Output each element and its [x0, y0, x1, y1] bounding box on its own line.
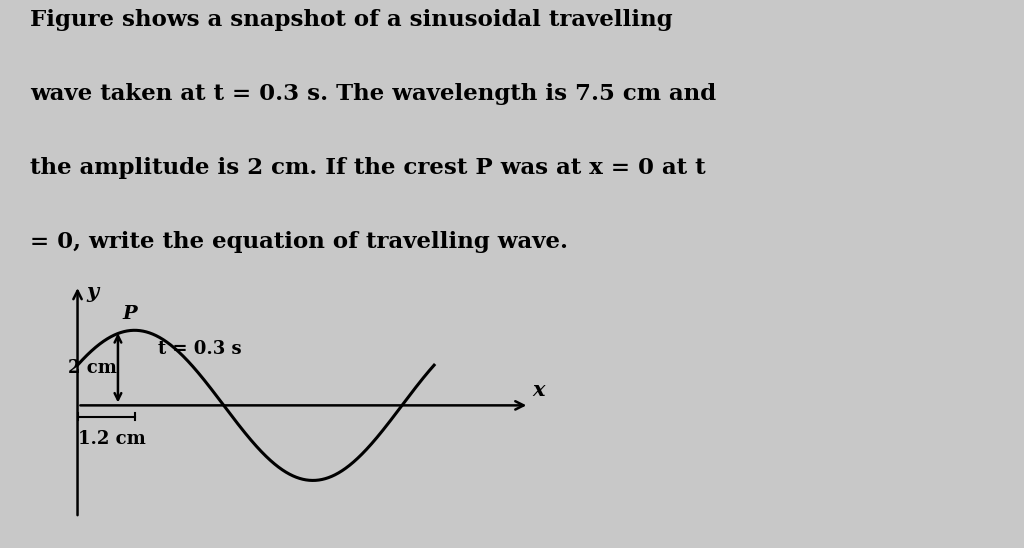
- Text: wave taken at t = 0.3 s. The wavelength is 7.5 cm and: wave taken at t = 0.3 s. The wavelength …: [30, 83, 716, 105]
- Text: y: y: [86, 282, 98, 301]
- Text: t = 0.3 s: t = 0.3 s: [159, 340, 242, 358]
- Text: = 0, write the equation of travelling wave.: = 0, write the equation of travelling wa…: [30, 231, 568, 253]
- Text: 1.2 cm: 1.2 cm: [79, 430, 146, 448]
- Text: 2 cm: 2 cm: [68, 359, 117, 377]
- Text: the amplitude is 2 cm. If the crest P was at x = 0 at t: the amplitude is 2 cm. If the crest P wa…: [30, 157, 706, 179]
- Text: x: x: [532, 380, 545, 399]
- Text: Figure shows a snapshot of a sinusoidal travelling: Figure shows a snapshot of a sinusoidal …: [30, 9, 673, 31]
- Text: P: P: [123, 305, 137, 323]
